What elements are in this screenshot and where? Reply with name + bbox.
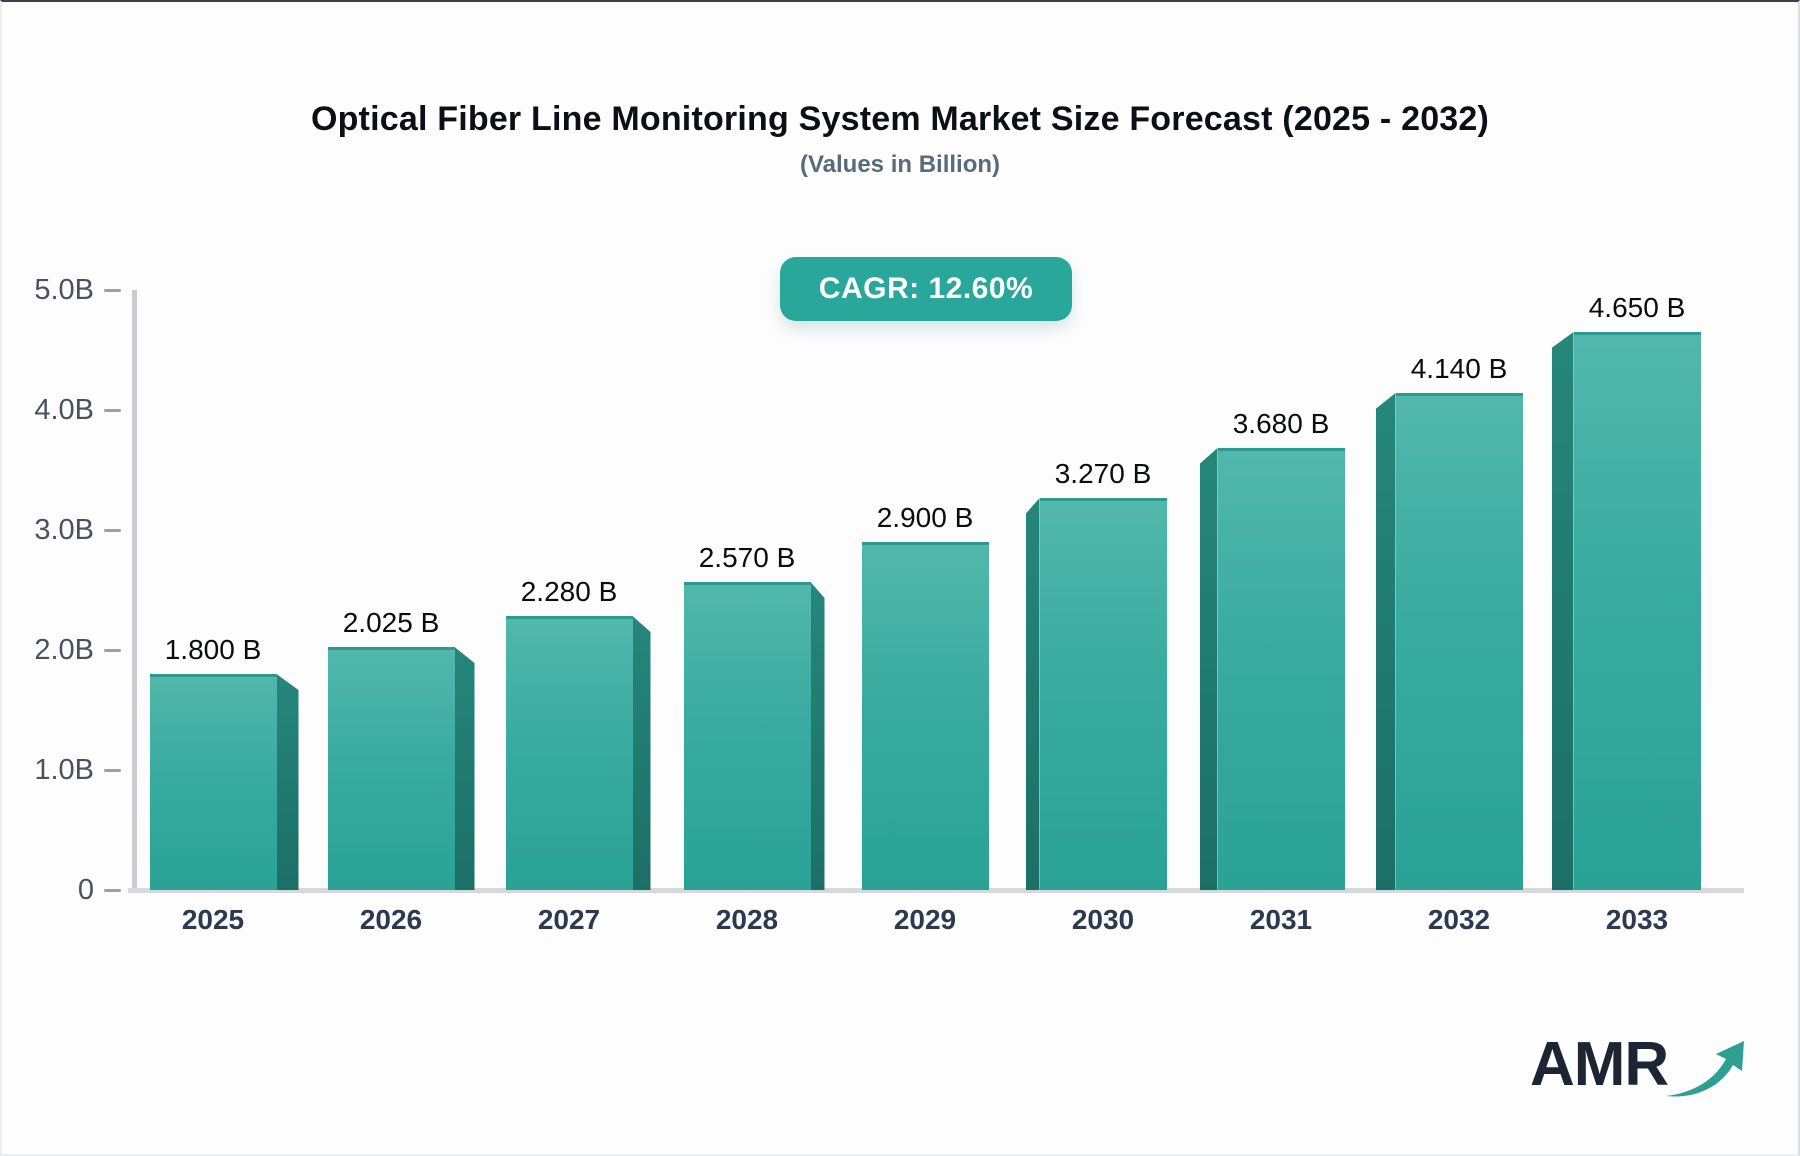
bar-value-label-2028: 2.570 B [698,542,796,573]
y-tick-dash [104,888,121,892]
bar-2025-side-face [276,674,299,890]
x-axis-label-2030: 2030 [1071,904,1135,935]
bar-2027-side-face [632,616,651,890]
bar-2031 [1217,448,1345,890]
x-axis-label-2026: 2026 [359,904,423,935]
y-tick-dash [104,648,121,652]
bar-value-label-2029: 2.900 B [876,502,974,533]
y-tick-label: 5.0B [34,274,94,306]
y-tick-label: 3.0B [34,514,94,546]
bar-2028 [683,582,811,890]
bar-2025 [149,674,277,890]
bar-2026 [327,647,455,890]
bar-2027 [505,616,633,890]
bar-value-label-2026: 2.025 B [342,607,440,638]
bar-value-label-2025: 1.800 B [164,634,262,665]
bar-2033-side-face [1551,332,1574,890]
y-tick-label: 2.0B [34,634,94,666]
x-axis-label-2033: 2033 [1605,904,1669,935]
y-tick-label: 4.0B [34,394,94,426]
bar-2030 [1039,498,1167,890]
bar-2033 [1573,332,1701,890]
y-tick-dash [104,768,121,772]
y-tick-dash [104,288,121,292]
x-axis-label-2032: 2032 [1427,904,1491,935]
y-axis-line [132,290,137,892]
bar-value-label-2031: 3.680 B [1232,408,1330,439]
bar-value-label-2030: 3.270 B [1054,458,1152,489]
chart-title: Optical Fiber Line Monitoring System Mar… [310,100,1490,138]
growth-arrow-icon [1666,1041,1745,1097]
bar-2026-side-face [454,647,475,890]
y-tick-dash [104,528,121,532]
y-tick-label: 1.0B [34,754,94,786]
x-axis-label-2025: 2025 [181,904,245,935]
bar-2032 [1395,393,1523,890]
y-tick-dash [104,408,121,412]
x-axis-label-2029: 2029 [893,904,957,935]
x-axis-baseline [128,888,1744,893]
chart-subtitle: (Values in Billion) [799,151,1001,178]
bar-2029 [861,542,989,890]
amr-logo-text: AMR [1530,1030,1669,1099]
bar-value-label-2032: 4.140 B [1410,353,1508,384]
amr-logo: AMR [1530,1034,1748,1100]
bar-value-label-2027: 2.280 B [520,576,618,607]
x-axis-label-2031: 2031 [1249,904,1313,935]
cagr-badge: CAGR: 12.60% [780,257,1072,321]
bar-2032-side-face [1375,393,1396,890]
bar-value-label-2033: 4.650 B [1588,292,1686,323]
bar-2031-side-face [1199,448,1218,890]
bar-2030-side-face [1025,498,1040,890]
bar-2028-side-face [810,582,825,890]
cagr-badge-label: CAGR: 12.60% [818,272,1034,305]
y-tick-label: 0 [77,874,94,906]
x-axis-label-2027: 2027 [537,904,601,935]
x-axis-label-2028: 2028 [715,904,779,935]
